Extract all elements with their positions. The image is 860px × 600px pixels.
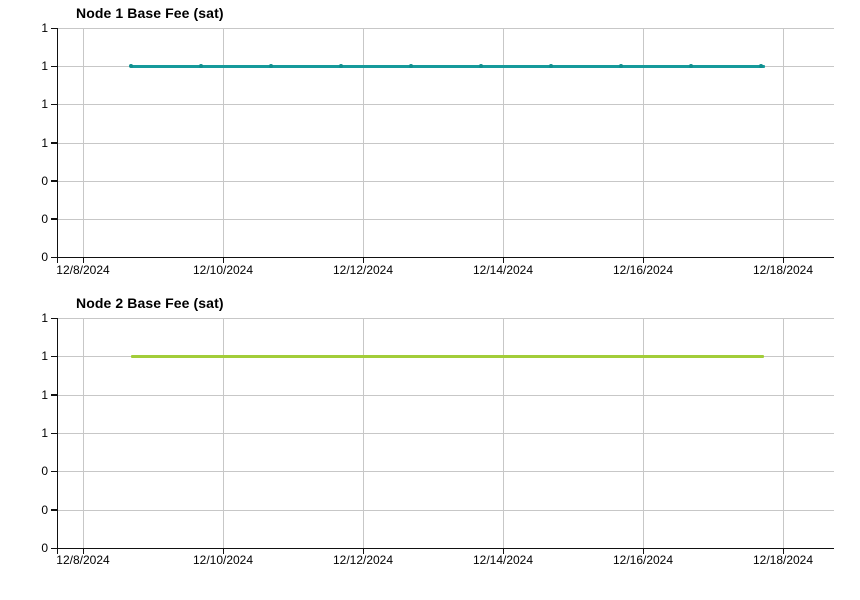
x-axis-tick xyxy=(502,548,504,554)
x-tick-label: 12/12/2024 xyxy=(332,263,394,277)
series-data-point xyxy=(619,64,624,69)
gridline-horizontal xyxy=(57,471,834,473)
series-data-point xyxy=(269,64,274,69)
series-data-point xyxy=(549,64,554,69)
gridline-vertical xyxy=(363,28,364,257)
series-line-1 xyxy=(131,64,765,68)
x-tick-label: 12/8/2024 xyxy=(56,263,110,277)
y-tick-label: 0 xyxy=(41,250,48,264)
gridline-horizontal xyxy=(57,318,834,319)
y-axis-tick xyxy=(51,317,57,319)
y-tick-label: 0 xyxy=(41,173,48,188)
gridline-vertical xyxy=(643,318,644,548)
x-axis-tick xyxy=(782,548,784,554)
x-axis-tick xyxy=(222,548,224,554)
x-axis-tick xyxy=(782,257,784,263)
y-tick-label: 1 xyxy=(41,59,48,74)
series-data-point xyxy=(479,64,484,69)
chart-title-node1: Node 1 Base Fee (sat) xyxy=(76,5,224,21)
x-axis-tick xyxy=(222,257,224,263)
x-tick-label: 12/14/2024 xyxy=(472,553,534,567)
y-axis-tick xyxy=(51,218,57,220)
series-data-point xyxy=(689,64,694,69)
x-axis-tick xyxy=(642,548,644,554)
x-tick-label: 12/14/2024 xyxy=(472,263,534,277)
series-data-point xyxy=(129,64,134,69)
gridline-horizontal xyxy=(57,28,834,29)
x-tick-label: 12/8/2024 xyxy=(56,553,110,567)
y-tick-label: 0 xyxy=(41,502,48,517)
y-axis-tick xyxy=(51,394,57,396)
x-tick-label: 12/16/2024 xyxy=(612,553,674,567)
y-axis-tick xyxy=(51,142,57,144)
y-axis-tick xyxy=(51,470,57,473)
y-tick-label: 1 xyxy=(41,311,48,325)
y-tick-label: 1 xyxy=(41,135,48,150)
y-axis xyxy=(56,28,58,263)
gridline-vertical xyxy=(83,318,84,548)
y-tick-label: 1 xyxy=(41,21,48,35)
gridline-vertical xyxy=(783,28,784,257)
gridline-vertical xyxy=(503,28,504,257)
gridline-vertical xyxy=(783,318,784,548)
gridline-horizontal xyxy=(57,394,834,396)
y-tick-label: 1 xyxy=(41,97,48,112)
series-data-point xyxy=(409,64,414,69)
x-tick-label: 12/18/2024 xyxy=(752,553,814,567)
y-axis-tick xyxy=(51,180,57,182)
y-axis-tick xyxy=(51,256,57,258)
y-axis-tick xyxy=(51,65,57,68)
gridline-horizontal xyxy=(57,509,834,511)
gridline-vertical xyxy=(363,318,364,548)
gridline-horizontal xyxy=(57,218,834,220)
x-tick-label: 12/16/2024 xyxy=(612,263,674,277)
x-axis xyxy=(57,547,834,549)
x-tick-label: 12/18/2024 xyxy=(752,263,814,277)
x-tick-label: 12/10/2024 xyxy=(192,263,254,277)
y-tick-label: 1 xyxy=(41,349,48,364)
x-tick-label: 12/10/2024 xyxy=(192,553,254,567)
y-tick-label: 0 xyxy=(41,541,48,555)
y-axis-tick xyxy=(51,103,57,106)
y-axis-tick xyxy=(51,355,57,358)
gridline-vertical xyxy=(503,318,504,548)
gridline-vertical xyxy=(643,28,644,257)
x-axis-tick xyxy=(642,257,644,263)
gridline-horizontal xyxy=(57,180,834,182)
gridline-horizontal xyxy=(57,104,834,106)
y-tick-label: 1 xyxy=(41,426,48,440)
x-axis xyxy=(57,256,834,258)
gridline-vertical xyxy=(83,28,84,257)
series-data-point xyxy=(199,64,204,69)
x-axis-tick xyxy=(82,548,84,554)
x-axis-tick xyxy=(362,257,364,263)
y-axis xyxy=(56,318,58,554)
series-line-2 xyxy=(131,354,765,358)
y-tick-label: 0 xyxy=(41,464,48,479)
x-axis-tick xyxy=(82,257,84,263)
series-data-point xyxy=(759,64,764,69)
gridline-horizontal xyxy=(57,433,834,434)
y-tick-label: 1 xyxy=(41,387,48,402)
y-axis-tick xyxy=(51,547,57,549)
y-tick-label: 0 xyxy=(41,211,48,226)
x-axis-tick xyxy=(502,257,504,263)
chart-title-node2: Node 2 Base Fee (sat) xyxy=(76,295,224,311)
y-axis-tick xyxy=(51,27,57,29)
gridline-vertical xyxy=(223,318,224,548)
gridline-vertical xyxy=(223,28,224,257)
x-axis-tick xyxy=(362,548,364,554)
gridline-horizontal xyxy=(57,142,834,144)
series-data-point xyxy=(339,64,344,69)
x-tick-label: 12/12/2024 xyxy=(332,553,394,567)
y-axis-tick xyxy=(51,432,57,434)
y-axis-tick xyxy=(51,509,57,511)
